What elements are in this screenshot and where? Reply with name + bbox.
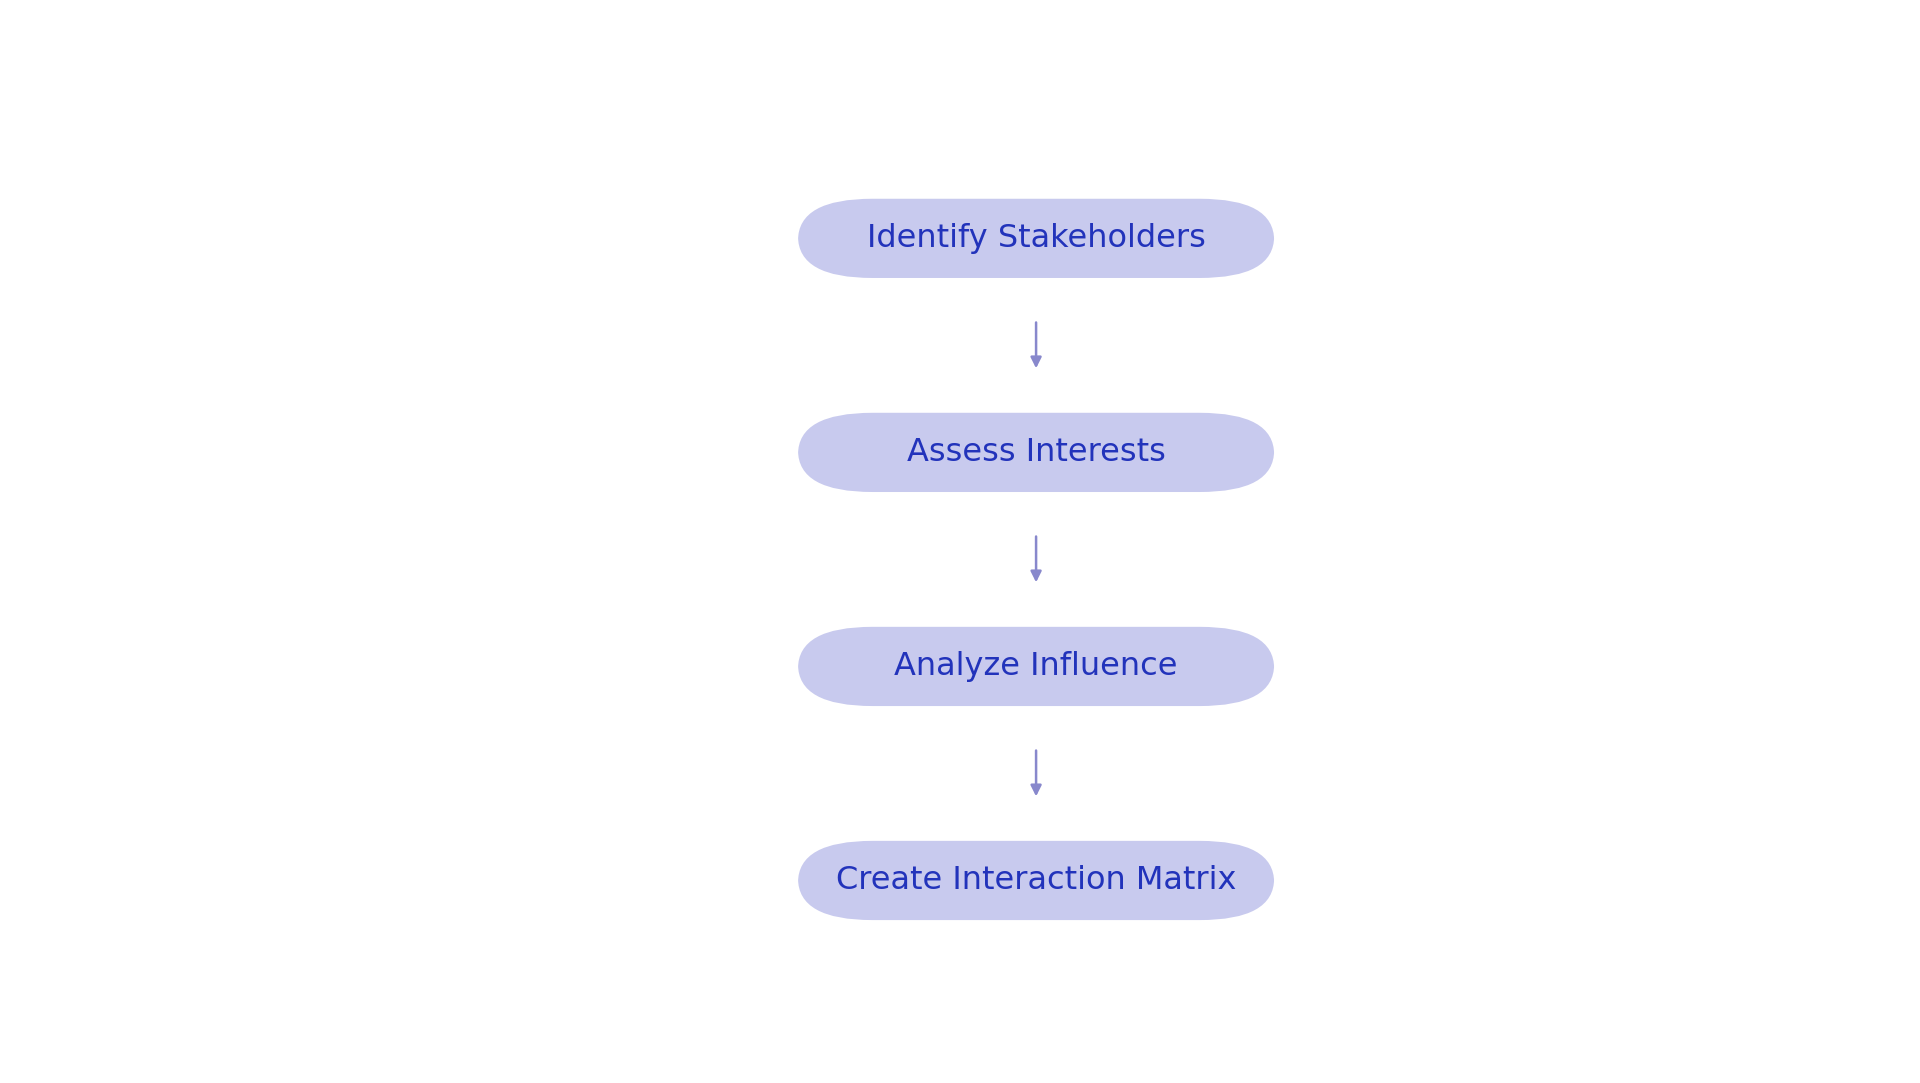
Text: Assess Interests: Assess Interests [906,436,1165,468]
FancyBboxPatch shape [799,413,1275,492]
FancyBboxPatch shape [799,627,1275,706]
FancyBboxPatch shape [799,840,1275,921]
Text: Create Interaction Matrix: Create Interaction Matrix [835,865,1236,896]
Text: Analyze Influence: Analyze Influence [895,651,1177,682]
FancyBboxPatch shape [799,199,1275,278]
Text: Identify Stakeholders: Identify Stakeholders [866,223,1206,253]
